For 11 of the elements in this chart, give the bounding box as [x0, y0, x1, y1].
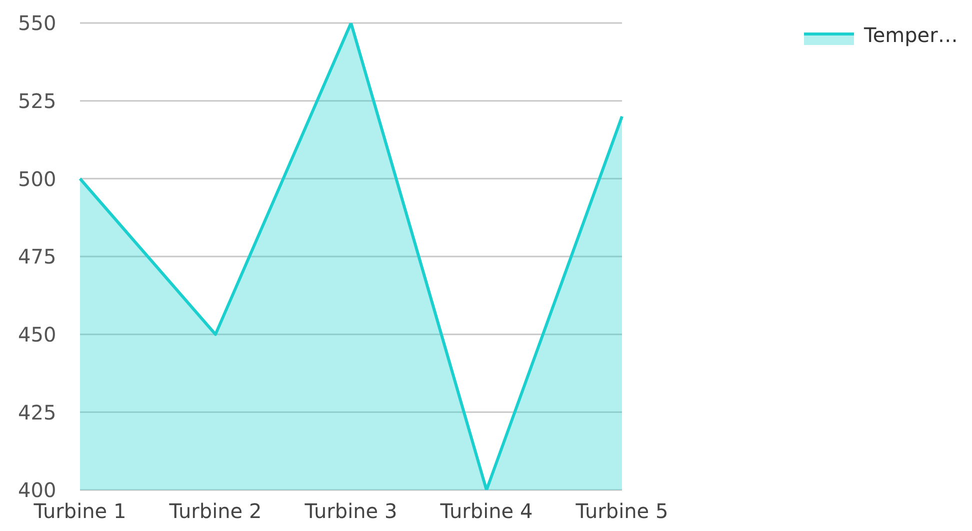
- x-tick-label: Turbine 3: [304, 499, 398, 524]
- x-tick-label: Turbine 2: [168, 499, 262, 524]
- y-tick-label: 450: [18, 322, 56, 346]
- y-tick-label: 500: [18, 166, 56, 191]
- x-tick-label: Turbine 5: [574, 499, 668, 524]
- x-tick-label: Turbine 4: [439, 499, 533, 524]
- y-tick-label: 425: [18, 400, 56, 424]
- y-tick-label: 475: [18, 244, 56, 269]
- legend-label: Temper…: [864, 23, 958, 47]
- y-tick-label: 525: [18, 88, 56, 113]
- y-tick-label: 550: [18, 11, 56, 36]
